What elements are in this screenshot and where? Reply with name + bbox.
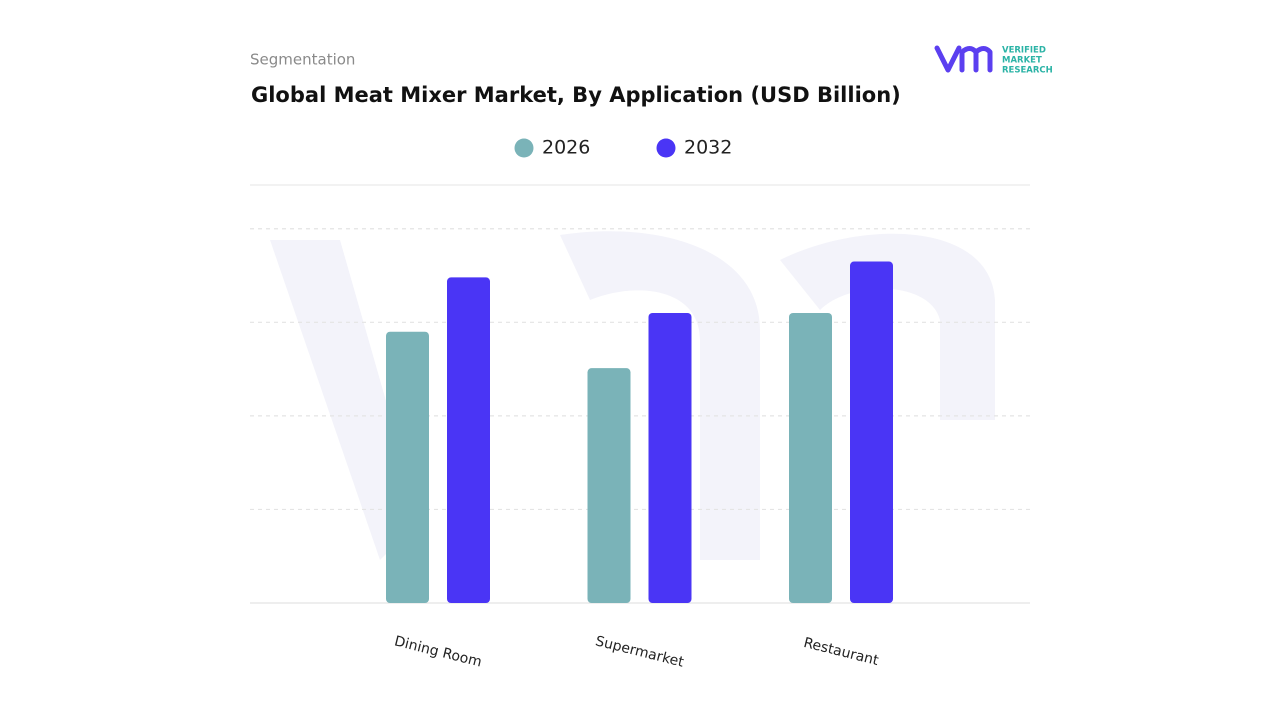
logo: VERIFIED MARKET RESEARCH (934, 45, 1053, 76)
x-tick-label: Dining Room (393, 633, 484, 670)
logo-text: MARKET (1002, 56, 1042, 66)
bar (447, 277, 490, 603)
bar (789, 312, 832, 603)
legend-marker (656, 138, 676, 158)
eyebrow: Segmentation (250, 51, 355, 69)
bar (587, 368, 631, 603)
logo-text: VERIFIED (1002, 46, 1046, 56)
bar (648, 312, 692, 603)
bar (850, 261, 893, 603)
legend-label: 2026 (542, 137, 590, 159)
x-tick-label: Supermarket (594, 633, 686, 671)
chart-title: Global Meat Mixer Market, By Application… (251, 83, 901, 107)
legend-label: 2032 (684, 137, 732, 159)
logo-text: RESEARCH (1002, 66, 1053, 76)
watermark (270, 231, 995, 560)
legend-marker (514, 138, 534, 158)
x-tick-label: Restaurant (802, 635, 881, 669)
bar (386, 331, 429, 603)
